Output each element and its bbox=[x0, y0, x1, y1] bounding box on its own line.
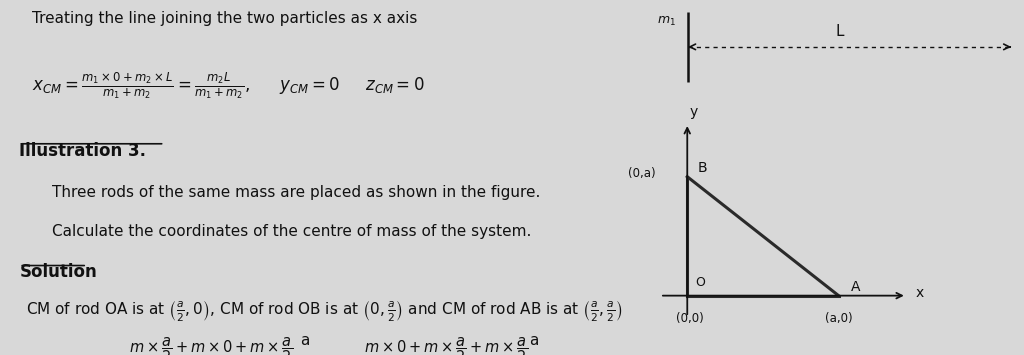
Text: x: x bbox=[915, 286, 924, 300]
Text: A: A bbox=[851, 280, 860, 294]
Text: (0,0): (0,0) bbox=[677, 312, 705, 325]
Text: y: y bbox=[689, 105, 697, 119]
Text: a: a bbox=[300, 333, 309, 348]
Text: a: a bbox=[529, 333, 539, 348]
Text: $x_{CM} = \frac{m_1 \times 0 + m_2 \times L}{m_1 + m_2} = \frac{m_2 L}{m_1 + m_2: $x_{CM} = \frac{m_1 \times 0 + m_2 \time… bbox=[33, 71, 425, 101]
Text: L: L bbox=[836, 24, 844, 39]
Text: Illustration 3.: Illustration 3. bbox=[19, 142, 146, 160]
Text: Calculate the coordinates of the centre of mass of the system.: Calculate the coordinates of the centre … bbox=[51, 224, 531, 239]
Text: Solution: Solution bbox=[19, 263, 97, 281]
Text: $m_1$: $m_1$ bbox=[657, 15, 676, 28]
Text: O: O bbox=[695, 276, 705, 289]
Text: Three rods of the same mass are placed as shown in the figure.: Three rods of the same mass are placed a… bbox=[51, 185, 540, 200]
Text: CM of rod OA is at $\left(\frac{a}{2}, 0\right)$, CM of rod OB is at $\left(0, \: CM of rod OA is at $\left(\frac{a}{2}, 0… bbox=[26, 298, 623, 323]
Text: $m \times 0 + m \times \dfrac{a}{2} + m \times \dfrac{a}{2}$: $m \times 0 + m \times \dfrac{a}{2} + m … bbox=[365, 335, 528, 355]
Text: $m \times \dfrac{a}{2} + m \times 0 + m \times \dfrac{a}{2}$: $m \times \dfrac{a}{2} + m \times 0 + m … bbox=[129, 335, 293, 355]
Text: (a,0): (a,0) bbox=[824, 312, 852, 325]
Text: (0,a): (0,a) bbox=[628, 167, 655, 180]
Text: Treating the line joining the two particles as x axis: Treating the line joining the two partic… bbox=[33, 11, 418, 26]
Text: B: B bbox=[698, 161, 708, 175]
